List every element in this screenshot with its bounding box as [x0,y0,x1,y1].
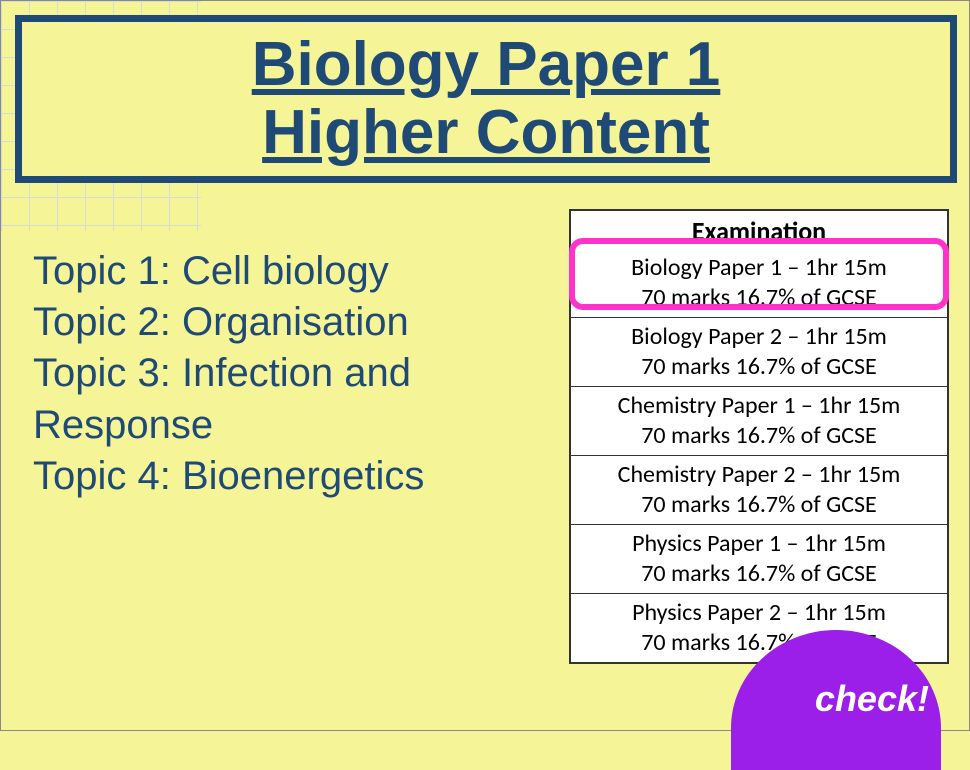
exam-row-line1: Physics Paper 2 – 1hr 15m [577,598,941,628]
topics-list: Topic 1: Cell biology Topic 2: Organisat… [33,246,533,502]
exam-row: Biology Paper 1 – 1hr 15m 70 marks 16.7%… [571,249,947,317]
exam-row-line1: Physics Paper 1 – 1hr 15m [577,529,941,559]
exam-row-line1: Chemistry Paper 1 – 1hr 15m [577,391,941,421]
exam-row-line2: 70 marks 16.7% of GCSE [577,559,941,589]
topic-item: Topic 4: Bioenergetics [33,451,533,502]
title-line-1: Biology Paper 1 [252,31,721,99]
topic-item: Topic 2: Organisation [33,297,533,348]
burst-text: check! [815,678,929,720]
exam-row: Chemistry Paper 2 – 1hr 15m 70 marks 16.… [571,455,947,524]
title-line-2: Higher Content [262,99,710,167]
exam-row-line2: 70 marks 16.7% of GCSE [577,352,941,382]
exam-row: Physics Paper 1 – 1hr 15m 70 marks 16.7%… [571,524,947,593]
topic-item: Topic 1: Cell biology [33,246,533,297]
exam-row: Biology Paper 2 – 1hr 15m 70 marks 16.7%… [571,317,947,386]
exam-row: Chemistry Paper 1 – 1hr 15m 70 marks 16.… [571,386,947,455]
exam-row-line2: 70 marks 16.7% of GCSE [577,283,941,313]
exam-row-line1: Chemistry Paper 2 – 1hr 15m [577,460,941,490]
topic-item: Topic 3: Infection and Response [33,348,533,450]
exam-row-line1: Biology Paper 1 – 1hr 15m [577,253,941,283]
examination-table: Examination Biology Paper 1 – 1hr 15m 70… [569,209,949,664]
title-box: Biology Paper 1 Higher Content [15,15,957,183]
exam-row-line1: Biology Paper 2 – 1hr 15m [577,322,941,352]
exam-row-line2: 70 marks 16.7% of GCSE [577,421,941,451]
exam-row-line2: 70 marks 16.7% of GCSE [577,490,941,520]
exam-table-header: Examination [571,211,947,249]
